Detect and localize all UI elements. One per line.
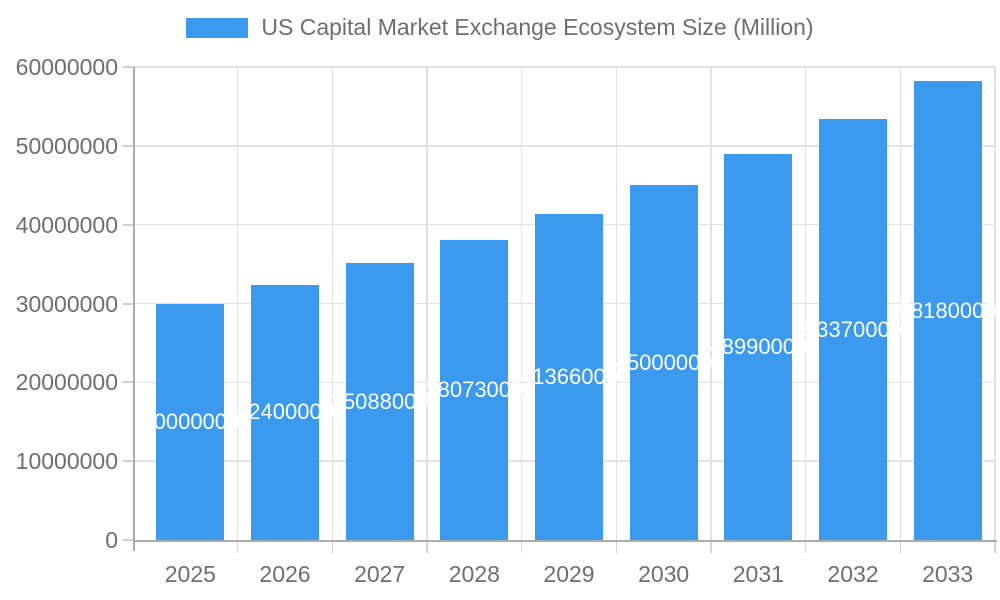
bar-2026[interactable] <box>251 284 319 540</box>
x-tick-label: 2027 <box>354 561 406 587</box>
y-tick-mark <box>123 144 133 147</box>
x-gridline <box>710 67 712 540</box>
bar-2027[interactable] <box>345 263 414 540</box>
y-tick-mark <box>123 66 133 68</box>
y-tick-label: 30000000 <box>15 290 118 317</box>
x-gridline <box>426 67 428 540</box>
x-tick-label: 2026 <box>259 561 311 587</box>
bar-2033[interactable] <box>913 81 982 540</box>
y-gridline <box>133 145 995 147</box>
x-gridline <box>899 67 902 540</box>
x-tick-mark <box>994 542 996 553</box>
x-tick-label: 2032 <box>827 561 879 587</box>
y-tick-label: 0 <box>105 527 118 553</box>
x-gridline <box>520 67 523 540</box>
y-tick-label: 50000000 <box>15 132 118 159</box>
legend[interactable]: US Capital Market Exchange Ecosystem Siz… <box>0 14 1000 41</box>
x-tick-label: 2033 <box>922 561 974 587</box>
x-tick-label: 2028 <box>448 561 500 587</box>
x-gridline <box>804 67 807 540</box>
legend-swatch <box>186 17 249 38</box>
x-tick-label: 2031 <box>732 561 784 587</box>
x-tick-mark <box>804 542 807 553</box>
y-tick-label: 40000000 <box>15 211 118 238</box>
bar-2029[interactable] <box>535 213 603 540</box>
y-tick-mark <box>123 460 133 463</box>
y-tick-mark <box>123 223 133 226</box>
y-axis-line <box>133 67 135 551</box>
x-gridline <box>994 67 996 540</box>
x-gridline <box>615 67 618 540</box>
legend-label: US Capital Market Exchange Ecosystem Siz… <box>261 14 814 40</box>
y-tick-mark <box>123 302 133 305</box>
x-gridline <box>331 67 334 540</box>
x-tick-mark <box>236 542 239 553</box>
y-tick-label: 20000000 <box>15 369 118 396</box>
x-tick-label: 2030 <box>638 561 690 587</box>
x-tick-mark <box>899 542 902 553</box>
bar-2028[interactable] <box>440 239 509 540</box>
y-tick-mark <box>123 381 133 384</box>
y-tick-label: 10000000 <box>15 448 118 475</box>
bar-2031[interactable] <box>724 153 793 540</box>
bar-2032[interactable] <box>819 119 887 540</box>
x-tick-mark <box>520 542 523 553</box>
bar-2025[interactable] <box>156 303 225 540</box>
bar-2030[interactable] <box>629 185 698 540</box>
y-tick-mark <box>123 539 133 541</box>
x-tick-mark <box>710 542 712 553</box>
x-tick-label: 2029 <box>543 561 595 587</box>
x-tick-mark <box>615 542 618 553</box>
x-gridline <box>236 67 239 540</box>
x-axis-line <box>133 540 997 542</box>
x-tick-mark <box>331 542 334 553</box>
x-tick-mark <box>426 542 428 553</box>
y-gridline <box>133 66 995 68</box>
x-tick-label: 2025 <box>164 561 216 587</box>
y-tick-label: 60000000 <box>15 54 118 80</box>
